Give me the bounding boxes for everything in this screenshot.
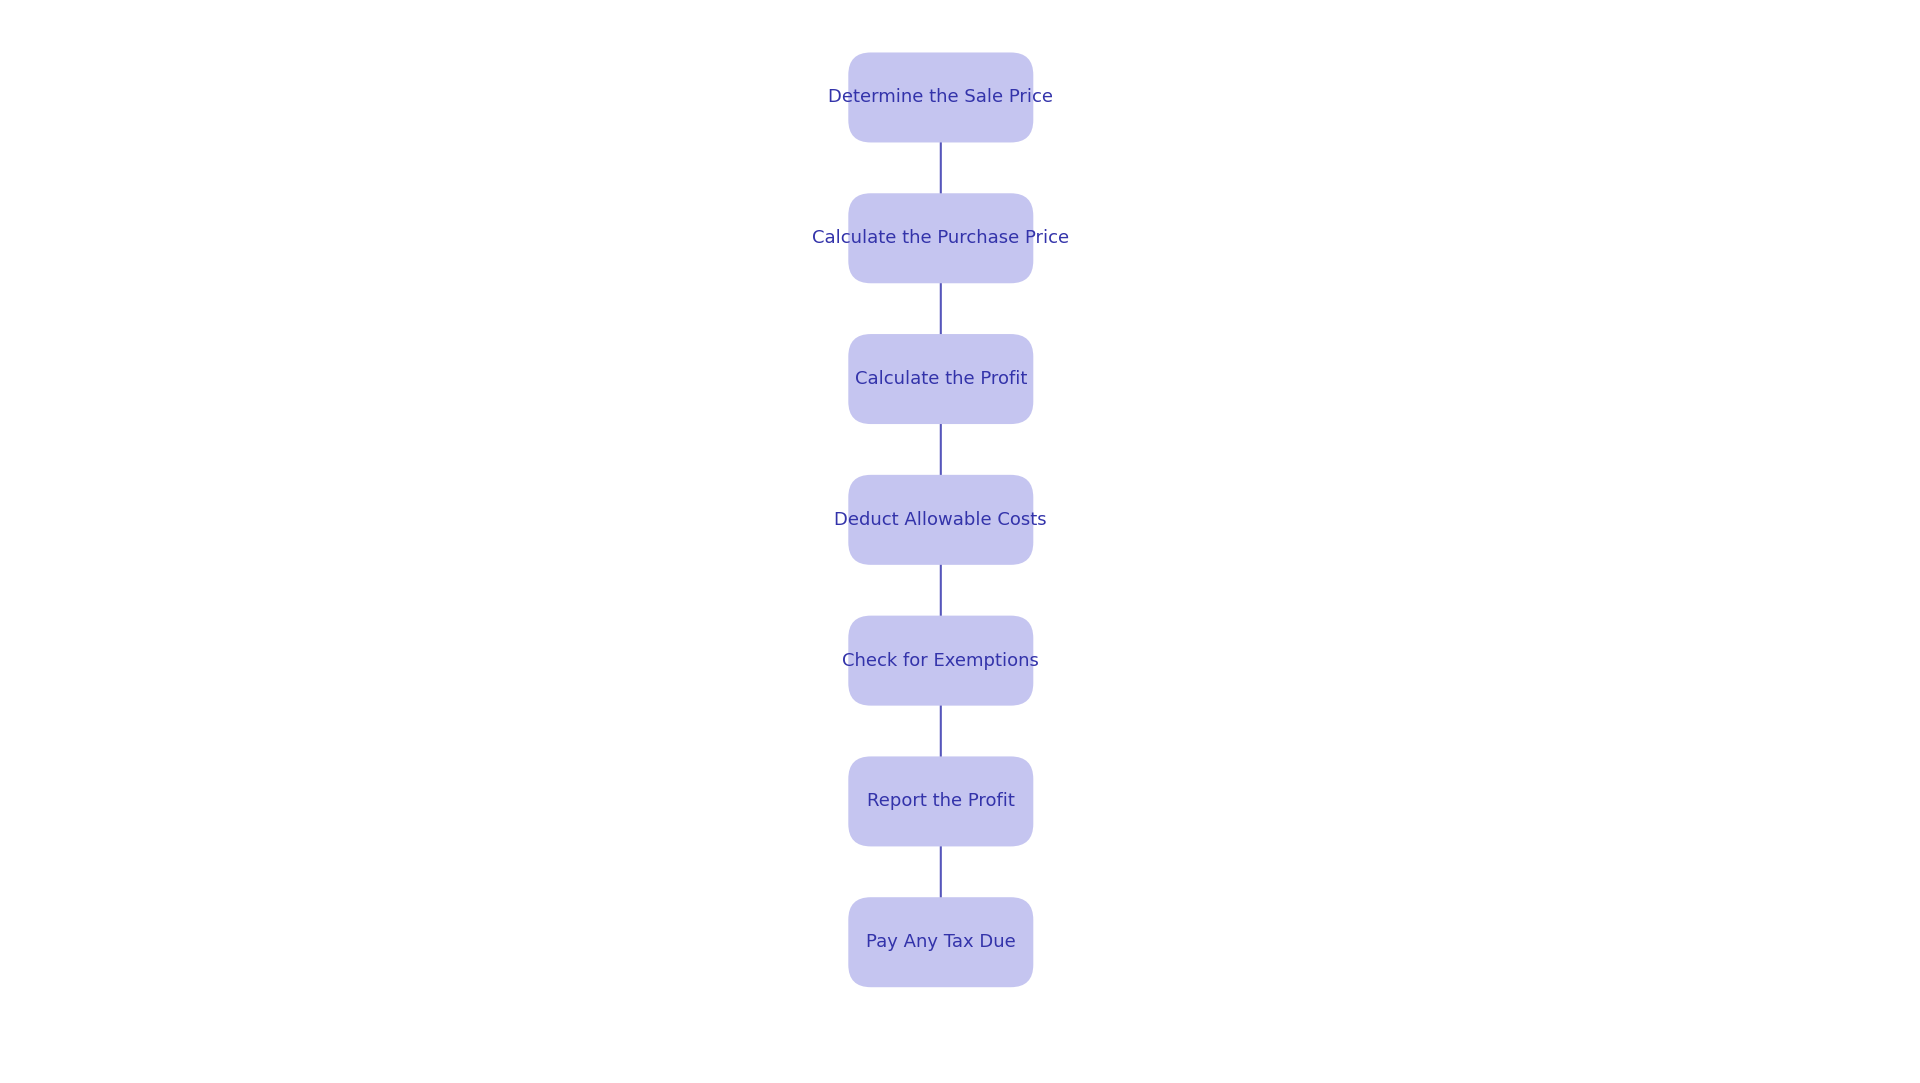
FancyBboxPatch shape [849,897,1033,988]
Text: Report the Profit: Report the Profit [866,793,1016,810]
Text: Check for Exemptions: Check for Exemptions [843,652,1039,669]
Text: Deduct Allowable Costs: Deduct Allowable Costs [835,511,1046,529]
FancyBboxPatch shape [849,52,1033,143]
FancyBboxPatch shape [849,193,1033,284]
Text: Calculate the Profit: Calculate the Profit [854,370,1027,388]
Text: Determine the Sale Price: Determine the Sale Price [828,89,1054,106]
Text: Pay Any Tax Due: Pay Any Tax Due [866,934,1016,951]
Text: Calculate the Purchase Price: Calculate the Purchase Price [812,230,1069,247]
FancyBboxPatch shape [849,756,1033,847]
FancyBboxPatch shape [849,334,1033,425]
FancyBboxPatch shape [849,474,1033,565]
FancyBboxPatch shape [849,615,1033,706]
